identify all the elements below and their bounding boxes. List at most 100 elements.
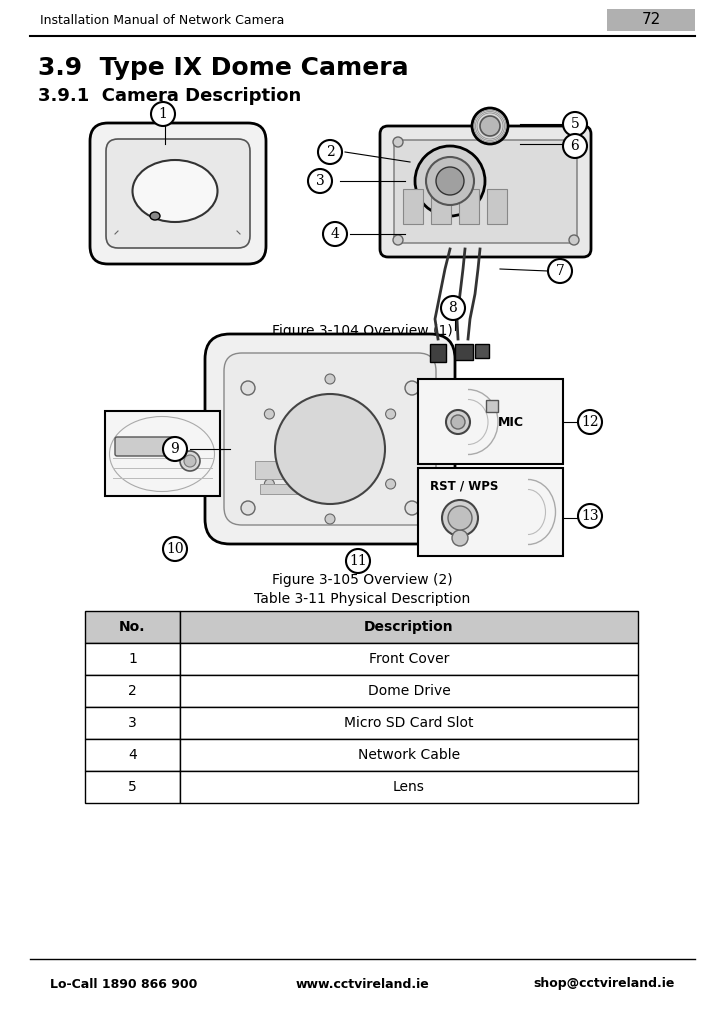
Circle shape	[480, 116, 500, 136]
Circle shape	[448, 506, 472, 530]
Text: Lo-Call 1890 866 900: Lo-Call 1890 866 900	[50, 978, 197, 990]
Circle shape	[386, 409, 396, 419]
Ellipse shape	[133, 160, 217, 222]
Text: shop@cctvireland.ie: shop@cctvireland.ie	[534, 978, 675, 990]
Text: 1: 1	[128, 652, 137, 666]
Bar	[403, 189, 423, 224]
Circle shape	[386, 479, 396, 489]
Circle shape	[452, 530, 468, 546]
Bar	[180, 611, 638, 643]
Text: 5: 5	[571, 117, 579, 131]
Text: Front Cover: Front Cover	[369, 652, 450, 666]
Text: 3: 3	[128, 716, 137, 730]
Bar	[85, 739, 180, 771]
Text: 4: 4	[331, 227, 339, 241]
Bar	[459, 189, 479, 224]
Circle shape	[320, 439, 340, 459]
Circle shape	[286, 406, 374, 493]
Text: Lens: Lens	[393, 780, 425, 794]
Circle shape	[241, 381, 255, 395]
Circle shape	[405, 381, 419, 395]
Circle shape	[436, 167, 464, 195]
Circle shape	[265, 479, 274, 489]
Text: 2: 2	[326, 145, 334, 159]
Circle shape	[472, 108, 508, 144]
Text: 4: 4	[128, 748, 137, 762]
Circle shape	[325, 514, 335, 524]
Bar	[431, 189, 451, 224]
Text: 8: 8	[449, 301, 457, 315]
Circle shape	[451, 415, 465, 429]
Text: 72: 72	[642, 12, 660, 28]
Bar	[487, 189, 507, 224]
Text: Figure 3-105 Overview (2): Figure 3-105 Overview (2)	[272, 573, 452, 587]
Text: 9: 9	[170, 442, 179, 456]
Circle shape	[275, 394, 385, 504]
Ellipse shape	[150, 212, 160, 220]
Bar	[180, 675, 638, 707]
Text: Installation Manual of Network Camera: Installation Manual of Network Camera	[40, 13, 284, 27]
Circle shape	[441, 296, 465, 319]
Bar	[418, 468, 563, 556]
Bar	[180, 643, 638, 675]
Circle shape	[446, 410, 470, 434]
Bar	[455, 344, 473, 360]
Bar	[418, 379, 563, 464]
Circle shape	[563, 134, 587, 158]
Text: Table 3-11 Physical Description: Table 3-11 Physical Description	[254, 592, 470, 606]
Text: 2: 2	[128, 684, 137, 698]
Circle shape	[297, 416, 363, 482]
Bar	[607, 9, 695, 31]
Text: Figure 3-104 Overview (1): Figure 3-104 Overview (1)	[272, 324, 452, 338]
Circle shape	[578, 410, 602, 434]
FancyBboxPatch shape	[394, 140, 577, 243]
Text: 6: 6	[571, 139, 579, 153]
Circle shape	[548, 259, 572, 283]
Bar	[180, 739, 638, 771]
Circle shape	[569, 234, 579, 245]
Bar	[486, 400, 498, 412]
Circle shape	[415, 146, 485, 216]
Circle shape	[569, 137, 579, 147]
Bar	[85, 707, 180, 739]
Text: 3: 3	[315, 174, 324, 188]
Circle shape	[563, 112, 587, 136]
FancyBboxPatch shape	[224, 353, 436, 525]
Text: 12: 12	[581, 415, 599, 429]
Bar	[105, 411, 220, 496]
Circle shape	[163, 437, 187, 461]
FancyBboxPatch shape	[115, 437, 174, 456]
FancyBboxPatch shape	[106, 139, 250, 248]
Circle shape	[180, 451, 200, 471]
Circle shape	[346, 549, 370, 573]
Text: Description: Description	[364, 620, 454, 634]
Text: 1: 1	[159, 106, 167, 121]
Circle shape	[393, 234, 403, 245]
Bar	[320, 461, 340, 479]
Circle shape	[578, 504, 602, 528]
Circle shape	[308, 169, 332, 193]
FancyBboxPatch shape	[205, 334, 455, 544]
Text: 10: 10	[166, 542, 184, 556]
Bar	[85, 675, 180, 707]
Text: MIC: MIC	[498, 416, 524, 428]
Text: 3.9  Type IX Dome Camera: 3.9 Type IX Dome Camera	[38, 56, 409, 80]
Circle shape	[163, 537, 187, 561]
Circle shape	[323, 222, 347, 246]
Circle shape	[325, 374, 335, 384]
Text: 7: 7	[555, 264, 565, 278]
FancyBboxPatch shape	[380, 126, 591, 257]
Text: www.cctvireland.ie: www.cctvireland.ie	[295, 978, 429, 990]
Circle shape	[442, 500, 478, 536]
Bar	[180, 707, 638, 739]
Bar	[475, 344, 489, 358]
Bar	[255, 461, 285, 479]
Bar	[180, 771, 638, 803]
Text: 5: 5	[128, 780, 137, 794]
Circle shape	[184, 455, 196, 467]
Circle shape	[426, 157, 474, 205]
Text: 11: 11	[349, 554, 367, 568]
Circle shape	[265, 409, 274, 419]
Bar	[85, 611, 180, 643]
Circle shape	[310, 429, 350, 469]
